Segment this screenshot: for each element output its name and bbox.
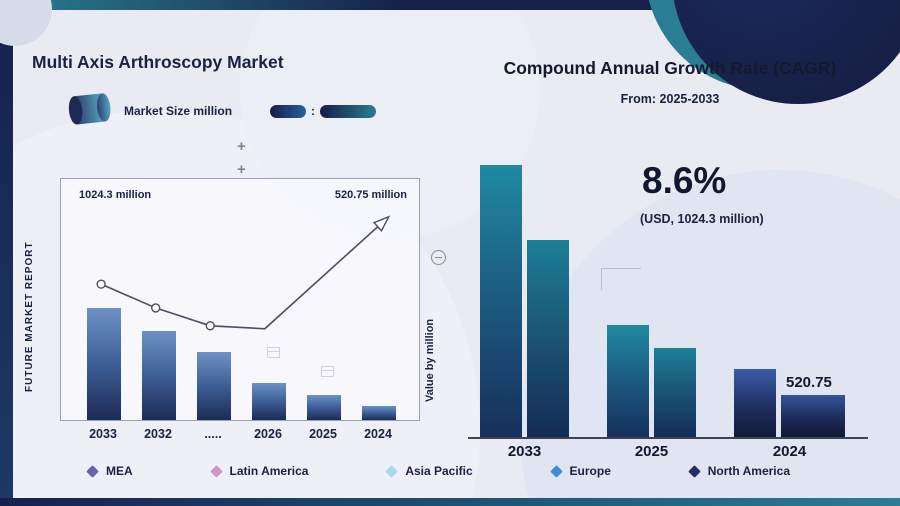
cagr-bar xyxy=(654,348,696,437)
cagr-value: 8.6% xyxy=(642,160,727,201)
x-axis-label: 2024 xyxy=(772,443,807,460)
legend-label: Europe xyxy=(569,464,611,478)
market-bar xyxy=(142,331,176,420)
legend-item-mea: MEA xyxy=(86,464,133,478)
frame-bottom-strip xyxy=(0,498,900,506)
cagr-bar xyxy=(781,395,845,437)
market-bar xyxy=(87,308,121,420)
market-bars xyxy=(61,290,419,420)
cagr-x-labels: 2033 2025 2024 xyxy=(480,443,870,460)
market-bar xyxy=(307,395,341,420)
cagr-bar-group xyxy=(734,369,845,437)
plus-decoration: + xyxy=(237,161,246,178)
market-bar xyxy=(197,352,231,420)
cagr-bar-group xyxy=(480,165,569,437)
trend-arrow xyxy=(96,215,391,331)
legend-pill-small xyxy=(270,104,306,118)
cagr-bar xyxy=(527,240,569,437)
cagr-note: (USD, 1024.3 million) xyxy=(640,212,764,226)
legend-item-asia-pacific: Asia Pacific xyxy=(385,464,473,478)
market-bar xyxy=(362,406,396,420)
watermark-icon xyxy=(267,347,280,358)
decorative-step-line xyxy=(601,268,641,290)
market-size-legend: Market Size million : xyxy=(64,90,376,132)
future-market-report-watermark: FUTURE MARKET REPORT xyxy=(24,241,35,393)
cagr-title: Compound Annual Growth Rate (CAGR) xyxy=(503,58,837,78)
cagr-bar xyxy=(734,369,776,437)
end-value-label: 520.75 xyxy=(786,374,832,391)
legend-label: North America xyxy=(707,464,790,478)
region-legend: MEA Latin America Asia Pacific Europe North … xyxy=(86,464,790,478)
cagr-bar xyxy=(480,165,522,437)
legend-diamond-icon xyxy=(687,464,701,478)
legend-label: MEA xyxy=(106,464,133,478)
decorative-circle-icon xyxy=(431,250,446,265)
x-axis-label: ..... xyxy=(204,427,222,441)
cagr-subtitle: From: 2025-2033 xyxy=(620,92,720,106)
legend-label: Asia Pacific xyxy=(405,464,473,478)
legend-pill-large xyxy=(320,104,376,118)
x-axis-label: 2032 xyxy=(144,427,172,441)
x-axis-label: 2025 xyxy=(309,427,337,441)
pill-separator: : xyxy=(311,104,315,118)
market-x-labels: 2033 2032..... 2026 2025 2024 xyxy=(60,427,420,441)
cagr-bar xyxy=(607,325,649,437)
x-axis-label: 2033 xyxy=(507,443,542,460)
legend-diamond-icon xyxy=(86,464,99,478)
legend-item-north-america: North America xyxy=(687,464,790,478)
frame-left-strip xyxy=(0,0,13,506)
x-axis-label: 2024 xyxy=(364,427,392,441)
market-size-label: Market Size million xyxy=(124,104,233,118)
end-value-annotation: 520.75 million xyxy=(334,189,407,201)
legend-diamond-icon xyxy=(385,464,399,478)
cagr-bars xyxy=(480,165,870,437)
watermark-icon xyxy=(321,366,334,377)
cylinder-icon xyxy=(62,89,116,133)
market-size-chart: 1024.3 million 520.75 million xyxy=(60,178,420,421)
x-axis-label: 2033 xyxy=(89,427,117,441)
legend-pills: : xyxy=(270,104,376,118)
x-axis-label: 2026 xyxy=(254,427,282,441)
x-axis-label: 2025 xyxy=(634,443,669,460)
plus-decoration: + xyxy=(237,138,246,155)
legend-diamond-icon xyxy=(549,464,563,478)
page-title: Multi Axis Arthroscopy Market xyxy=(32,52,284,72)
legend-item-latin-america: Latin America xyxy=(209,464,309,478)
legend-label: Latin America xyxy=(229,464,309,478)
legend-diamond-icon xyxy=(209,464,223,478)
x-axis-line xyxy=(468,437,868,439)
y-axis-label: Value by million xyxy=(424,318,436,402)
max-value-annotation: 1024.3 million xyxy=(79,189,152,201)
legend-item-europe: Europe xyxy=(549,464,611,478)
cagr-bar-group xyxy=(607,325,696,437)
frame-top-strip xyxy=(0,0,900,10)
market-bar xyxy=(252,383,286,420)
